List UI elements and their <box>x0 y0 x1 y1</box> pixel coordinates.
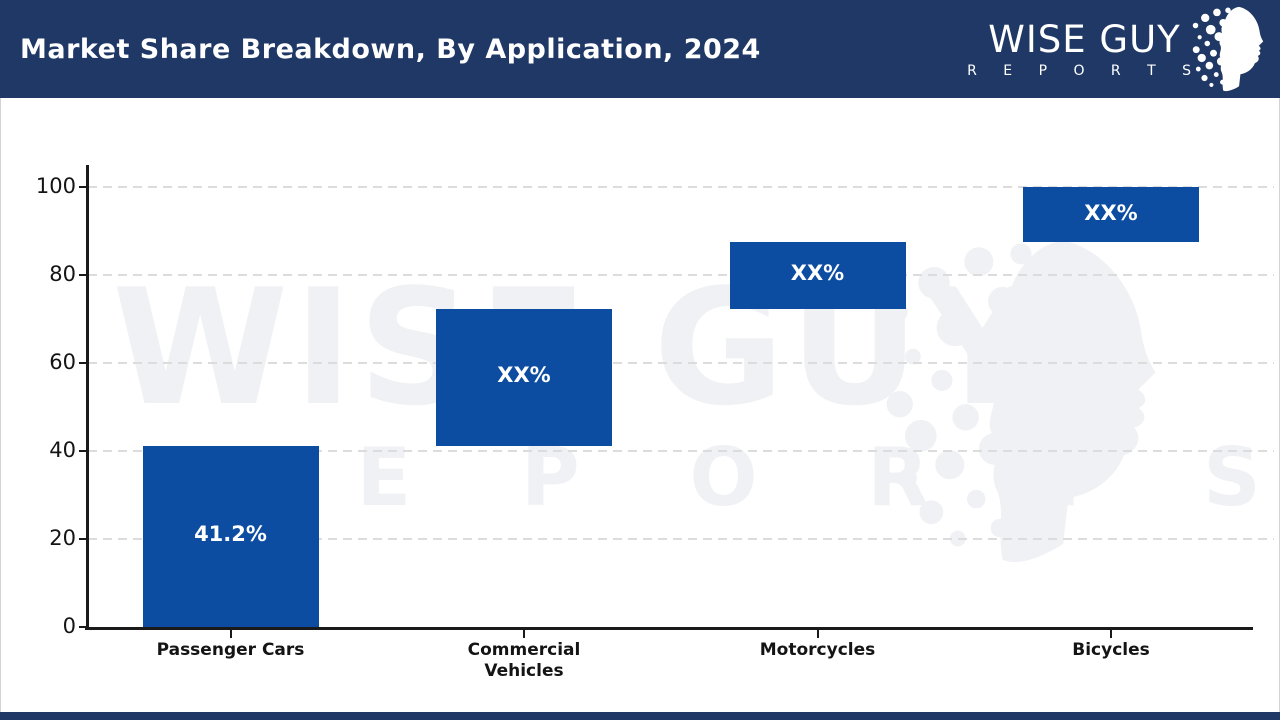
x-category-label: Bicycles <box>1072 640 1150 660</box>
y-tick-label: 40 <box>49 438 76 462</box>
x-tick-mark <box>229 630 232 638</box>
bar-value-label: 41.2% <box>194 522 267 547</box>
logo-face-icon <box>1192 6 1264 92</box>
footer-bar <box>0 712 1280 720</box>
gridline <box>88 362 1274 364</box>
y-tick-mark <box>79 450 87 452</box>
logo-subtitle: R E P O R T S <box>967 62 1202 79</box>
logo: WISE GUY R E P O R T S <box>967 4 1266 94</box>
x-axis-line <box>85 627 1253 630</box>
gridline <box>88 186 1274 188</box>
y-tick-mark <box>79 274 87 276</box>
logo-wordmark: WISE GUY <box>988 17 1181 61</box>
x-tick-mark <box>1110 630 1112 638</box>
gridline <box>88 538 1274 540</box>
x-category-label: Motorcycles <box>759 640 876 660</box>
bar <box>142 445 319 627</box>
y-tick-mark <box>79 626 87 628</box>
y-tick-label: 20 <box>49 526 76 550</box>
bar <box>1023 187 1199 242</box>
x-tick-mark <box>523 630 525 638</box>
gridline <box>88 274 1274 276</box>
y-tick-mark <box>79 186 87 188</box>
x-category-label: Passenger Cars <box>156 640 305 660</box>
page-title: Market Share Breakdown, By Application, … <box>20 33 761 65</box>
bar-value-label: XX% <box>497 363 551 388</box>
gridline <box>88 450 1274 452</box>
bar <box>729 242 906 309</box>
y-tick-label: 60 <box>49 350 76 374</box>
y-tick-label: 0 <box>62 614 76 638</box>
y-tick-mark <box>79 362 87 364</box>
bar <box>436 308 612 446</box>
y-tick-label: 100 <box>35 174 76 198</box>
y-tick-mark <box>79 538 87 540</box>
x-tick-mark <box>816 630 819 638</box>
header: Market Share Breakdown, By Application, … <box>0 0 1280 98</box>
logo-text: WISE GUY R E P O R T S <box>967 21 1202 78</box>
bar-value-label: XX% <box>1084 200 1138 225</box>
bar-value-label: XX% <box>790 261 845 286</box>
y-tick-label: 80 <box>49 262 76 286</box>
y-axis-line <box>86 165 89 629</box>
x-category-label: Commercial Vehicles <box>467 640 581 681</box>
